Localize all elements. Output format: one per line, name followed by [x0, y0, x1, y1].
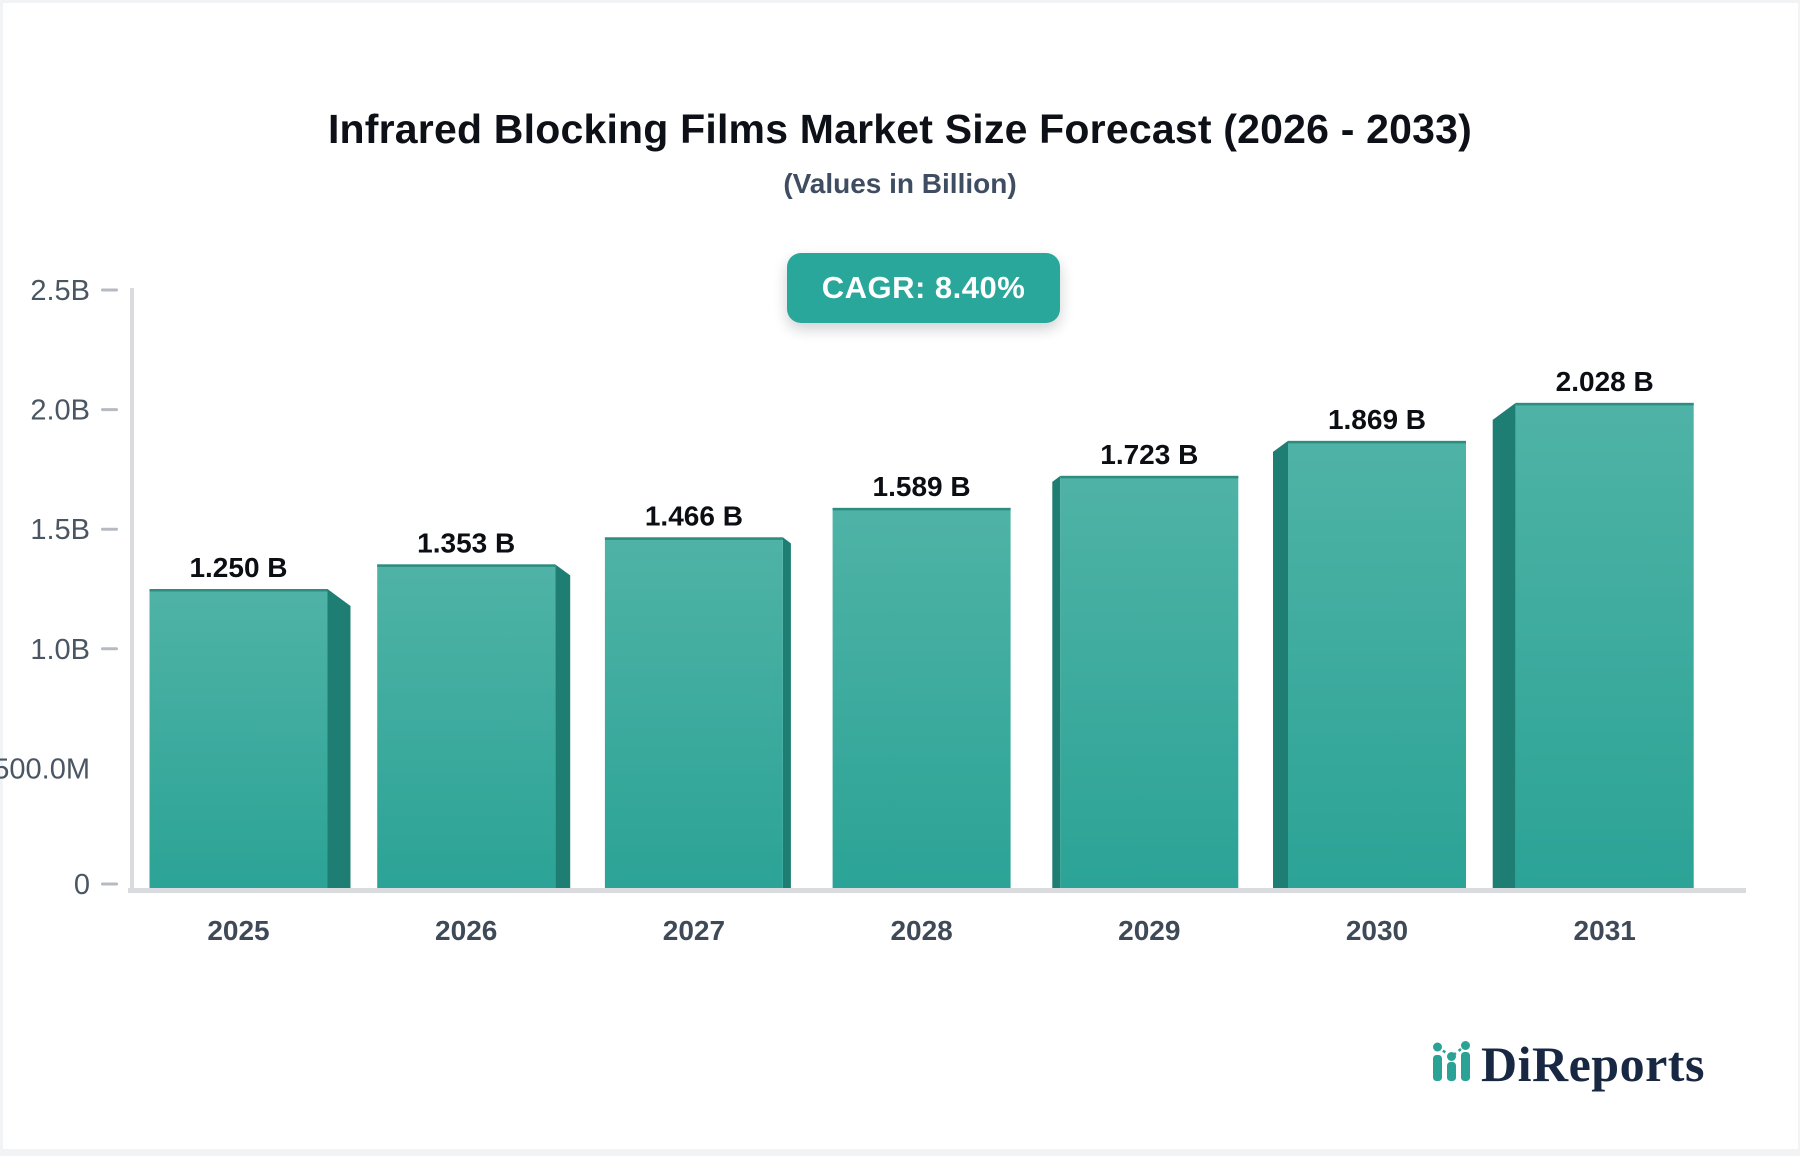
x-axis-label: 2030 — [1346, 915, 1408, 946]
bar-side-face — [1052, 475, 1061, 888]
bar-2029 — [1060, 475, 1239, 888]
x-axis-label: 2029 — [1118, 915, 1180, 946]
bar-2030 — [1288, 440, 1466, 888]
y-tick-label: 500.0M — [0, 753, 90, 785]
y-tick-mark — [101, 527, 118, 531]
bar-value-label: 1.869 B — [1328, 404, 1426, 435]
logo-icon-dots — [1433, 1041, 1470, 1061]
bar-group-2030: 1.869 B — [1273, 404, 1466, 888]
y-tick-mark — [101, 882, 118, 886]
bar-side-face — [327, 589, 351, 888]
logo-text: DiReports — [1481, 1036, 1705, 1092]
x-axis-label: 2028 — [890, 915, 952, 946]
bar-group-2029: 1.723 B — [1052, 439, 1239, 888]
bar-group-2031: 2.028 B — [1492, 366, 1694, 888]
x-axis-label: 2025 — [207, 915, 269, 946]
bar-side-face — [782, 537, 791, 888]
y-tick-label: 0 — [74, 869, 90, 901]
bar-group-2025: 1.250 B — [149, 552, 351, 888]
x-axis-label: 2027 — [663, 915, 725, 946]
logo-icon-bars — [1433, 1052, 1470, 1081]
y-tick-mark — [101, 408, 118, 412]
bar-side-face — [1273, 440, 1288, 888]
bar-value-label: 1.723 B — [1100, 439, 1198, 470]
y-axis-line — [130, 288, 134, 893]
bar-value-label: 1.589 B — [873, 471, 971, 502]
bar-2026 — [377, 564, 556, 888]
bar-value-label: 1.466 B — [645, 500, 743, 531]
bar-value-label: 1.250 B — [189, 552, 287, 583]
bar-2031 — [1515, 402, 1694, 888]
cagr-badge: CAGR: 8.40% — [787, 253, 1060, 323]
bar-side-face — [555, 564, 571, 888]
x-axis-label: 2026 — [435, 915, 497, 946]
direports-logo: DiReports — [1430, 1033, 1705, 1093]
x-axis-line — [128, 888, 1746, 893]
logo-icon-dashed-line — [1436, 1044, 1467, 1059]
bar-line-chart-icon — [1433, 1041, 1470, 1081]
x-axis-label: 2031 — [1574, 915, 1636, 946]
bar-group-2028: 1.589 B — [832, 471, 1011, 888]
bar-group-2026: 1.353 B — [377, 527, 571, 888]
y-tick-mark — [101, 288, 118, 292]
bar-2028 — [832, 507, 1011, 888]
bar-2027 — [604, 537, 783, 888]
bar-group-2027: 1.466 B — [604, 500, 791, 888]
y-tick-label: 2.5B — [30, 275, 90, 307]
bar-value-label: 2.028 B — [1556, 366, 1654, 397]
chart-title: Infrared Blocking Films Market Size Fore… — [327, 106, 1473, 152]
y-tick-label: 2.0B — [30, 395, 90, 427]
chart-subtitle: (Values in Billion) — [783, 168, 1017, 199]
y-tick-label: 1.5B — [30, 514, 90, 546]
y-tick-mark — [101, 647, 118, 651]
y-tick-label: 1.0B — [30, 634, 90, 666]
bar-side-face — [1492, 402, 1516, 888]
bar-2025 — [149, 589, 328, 888]
bar-value-label: 1.353 B — [417, 527, 515, 558]
